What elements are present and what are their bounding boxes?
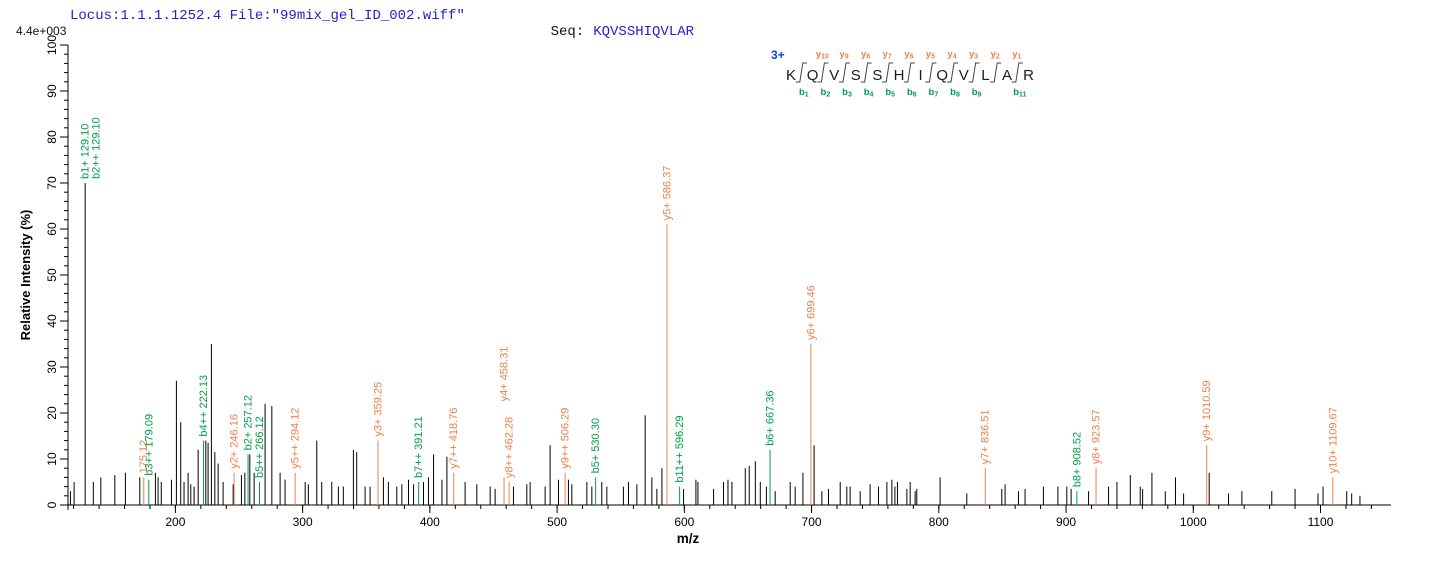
fragment-mark xyxy=(1011,62,1023,83)
peak-label: y4+ 458.31 xyxy=(499,347,511,402)
peak-label: y8++ 462.28 xyxy=(504,417,516,478)
y-tick-label: 10 xyxy=(45,452,59,466)
x-tick-label: 300 xyxy=(293,515,313,529)
y-ion-label-y3: y3 xyxy=(969,49,978,61)
fragment-mark xyxy=(795,62,807,83)
peak-label: b4++ 222.13 xyxy=(198,375,210,437)
locus-file-header: Locus:1.1.1.1252.4 File:"99mix_gel_ID_00… xyxy=(70,8,465,24)
peak-label: y5+ 586.37 xyxy=(661,166,673,221)
y-tick-label: 40 xyxy=(45,314,59,328)
b-ion-label-b1: b1 xyxy=(799,87,809,99)
peak-label: y7++ 418.76 xyxy=(448,408,460,469)
y-tick-label: 30 xyxy=(45,360,59,374)
residue-k-1: K xyxy=(786,67,796,84)
fragment-mark xyxy=(860,62,872,83)
fragment-mark xyxy=(882,62,894,83)
x-tick-label: 500 xyxy=(547,515,567,529)
x-axis-title: m/z xyxy=(677,531,700,546)
fragment-mark xyxy=(817,62,829,83)
y-ion-label-y1: y1 xyxy=(1012,49,1021,61)
y-tick-label: 80 xyxy=(45,130,59,144)
y-ion-label-y8: y8 xyxy=(861,49,870,61)
y-tick-label: 0 xyxy=(45,501,59,508)
y-ion-label-y6: y6 xyxy=(904,49,913,61)
fragment-mark xyxy=(968,62,980,83)
precursor-charge: 3+ xyxy=(771,48,785,62)
y-axis-title: Relative Intensity (%) xyxy=(18,210,33,341)
peak-label: y2+ 246.16 xyxy=(229,414,241,469)
b-ion-label-b2: b2 xyxy=(821,87,831,99)
seq-value: KQVSSHIQVLAR xyxy=(593,24,695,40)
y-tick-label: 20 xyxy=(45,406,59,420)
y-ion-label-y10: y10 xyxy=(816,49,829,61)
x-tick-label: 400 xyxy=(420,515,440,529)
peak-label: 175.12 xyxy=(138,440,150,474)
y-tick-label: 60 xyxy=(45,222,59,236)
fragment-mark xyxy=(925,62,937,83)
peak-label: b11++ 596.29 xyxy=(674,416,686,483)
peak-label: b2++ 129.10 xyxy=(91,117,103,179)
peak-label: b3++ 179.09 xyxy=(143,414,155,476)
peak-label: b6+ 667.36 xyxy=(765,390,777,445)
peak-label: y9++ 506.29 xyxy=(560,408,572,469)
b-ion-label-b7: b7 xyxy=(929,87,939,99)
residue-v-3: V xyxy=(829,67,839,84)
peak-label: b2+ 257.12 xyxy=(243,395,255,450)
y-tick-label: 50 xyxy=(45,268,59,282)
x-tick-label: 1000 xyxy=(1180,515,1207,529)
peak-label: b7++ 391.21 xyxy=(413,416,425,478)
fragment-mark xyxy=(839,62,850,83)
y-tick-label: 90 xyxy=(45,84,59,98)
peak-label: b5++ 266.12 xyxy=(254,416,266,478)
b-ion-label-b3: b3 xyxy=(842,87,852,99)
b-ion-label-b8: b8 xyxy=(950,87,960,99)
peak-label: y10+ 1109.67 xyxy=(1327,407,1339,473)
y-ion-label-y5: y5 xyxy=(926,49,935,61)
fragment-mark xyxy=(903,62,915,83)
residue-l-10: L xyxy=(981,67,989,84)
seq-label: Seq: xyxy=(550,24,585,40)
x-tick-label: 600 xyxy=(674,515,694,529)
b-ion-label-b9: b9 xyxy=(972,87,982,99)
x-tick-label: 200 xyxy=(165,515,185,529)
residue-q-2: Q xyxy=(807,67,819,84)
peak-label: b5+ 530.30 xyxy=(590,418,602,473)
residue-q-8: Q xyxy=(936,67,948,84)
x-tick-label: 1100 xyxy=(1308,515,1334,529)
peak-label: b1+ 129.10 xyxy=(80,124,92,179)
peak-label: y8+ 923.57 xyxy=(1091,409,1103,464)
y-ion-label-y9: y9 xyxy=(839,49,848,61)
y-ion-label-y7: y7 xyxy=(883,49,892,61)
residue-s-5: S xyxy=(872,67,882,84)
intensity-scale-note: 4.4e+003 xyxy=(16,24,67,38)
b-ion-label-b6: b6 xyxy=(907,87,917,99)
b-ion-label-b5: b5 xyxy=(885,87,895,99)
residue-i-7: I xyxy=(919,67,923,84)
x-tick-label: 900 xyxy=(1056,515,1076,529)
x-tick-label: 800 xyxy=(929,515,949,529)
y-ion-label-y2: y2 xyxy=(991,49,1000,61)
residue-r-12: R xyxy=(1023,67,1034,84)
b-ion-label-b11: b11 xyxy=(1013,87,1026,99)
peak-label: y3+ 359.25 xyxy=(373,382,385,437)
residue-s-4: S xyxy=(851,67,861,84)
b-ion-label-b4: b4 xyxy=(864,87,874,99)
peak-label: y7+ 836.51 xyxy=(980,409,992,464)
sequence-header: Seq: KQVSSHIQVLAR xyxy=(517,8,694,56)
y-ion-label-y4: y4 xyxy=(947,49,956,61)
peak-label: y6+ 699.46 xyxy=(805,285,817,340)
peak-label: b8+ 908.52 xyxy=(1071,432,1083,487)
x-tick-label: 700 xyxy=(802,515,822,529)
peak-label: y9+ 1010.59 xyxy=(1201,380,1213,441)
y-tick-label: 70 xyxy=(45,176,59,190)
fragment-mark xyxy=(990,62,1002,83)
y-tick-label: 100 xyxy=(45,35,59,55)
fragment-mark xyxy=(947,62,958,83)
residue-a-11: A xyxy=(1002,67,1012,84)
residue-h-6: H xyxy=(894,67,905,84)
peak-label: y5++ 294.12 xyxy=(290,408,302,469)
residue-v-9: V xyxy=(959,67,969,84)
